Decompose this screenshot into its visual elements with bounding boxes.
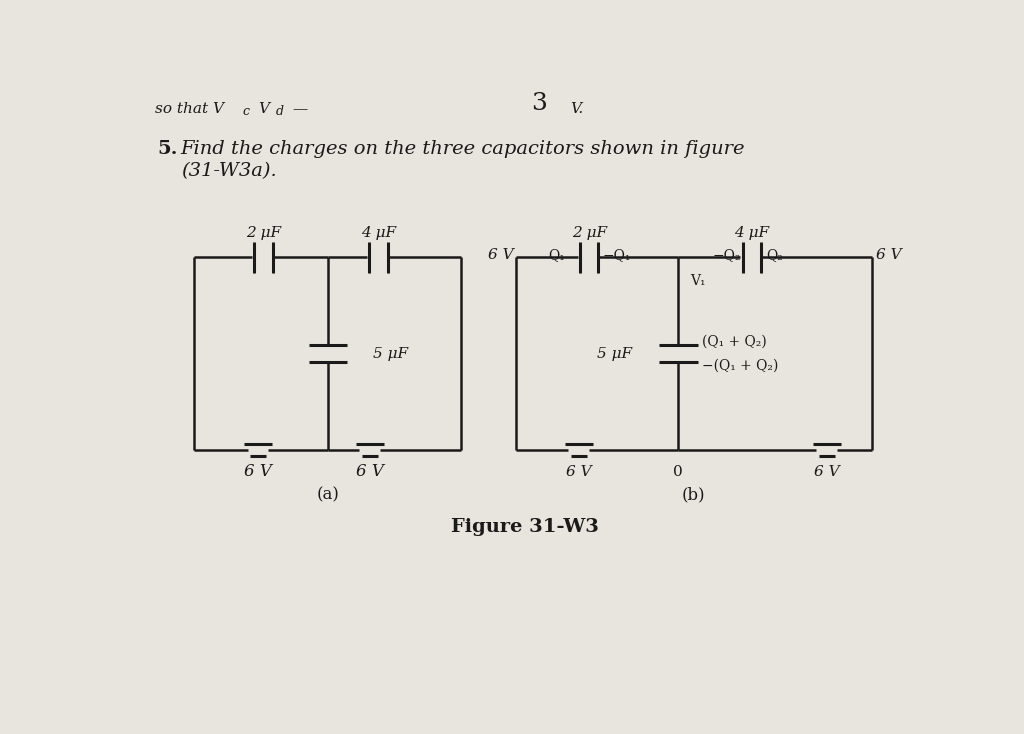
Text: 6 V: 6 V	[356, 463, 384, 480]
Text: V.: V.	[569, 102, 583, 116]
Text: −(Q₁ + Q₂): −(Q₁ + Q₂)	[701, 359, 778, 373]
Text: V₁: V₁	[690, 274, 706, 288]
Text: (a): (a)	[316, 486, 339, 503]
Text: −Q₂: −Q₂	[712, 248, 740, 262]
Text: (31-W3a).: (31-W3a).	[180, 162, 276, 180]
Text: (b): (b)	[682, 486, 706, 503]
Text: c: c	[243, 105, 250, 118]
Text: d: d	[276, 105, 284, 118]
Text: 5 μF: 5 μF	[597, 346, 632, 360]
Text: —: —	[292, 102, 307, 116]
Text: 0: 0	[674, 465, 683, 479]
Text: 6 V: 6 V	[566, 465, 592, 479]
Text: 4 μF: 4 μF	[360, 226, 396, 240]
Text: 5.: 5.	[158, 140, 178, 159]
Text: 2 μF: 2 μF	[246, 226, 282, 240]
Text: 5 μF: 5 μF	[373, 346, 408, 360]
Text: so that V: so that V	[155, 102, 224, 116]
Text: 6 V: 6 V	[814, 465, 840, 479]
Text: 6 V: 6 V	[488, 248, 514, 262]
Text: 2 μF: 2 μF	[571, 226, 606, 240]
Text: (Q₁ + Q₂): (Q₁ + Q₂)	[701, 335, 766, 349]
Text: 6 V: 6 V	[876, 248, 901, 262]
Text: V: V	[258, 102, 269, 116]
Text: 6 V: 6 V	[245, 463, 272, 480]
Text: Q₁: Q₁	[548, 248, 565, 262]
Text: 4 μF: 4 μF	[734, 226, 769, 240]
Text: Find the charges on the three capacitors shown in figure: Find the charges on the three capacitors…	[180, 140, 745, 159]
Text: Q₂: Q₂	[766, 248, 782, 262]
Text: −Q₁: −Q₁	[602, 248, 631, 262]
Text: 3: 3	[530, 92, 547, 115]
Text: Figure 31-W3: Figure 31-W3	[451, 518, 599, 536]
